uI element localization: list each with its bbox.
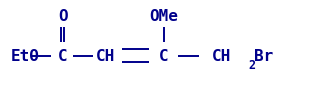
Text: OMe: OMe [149, 9, 178, 24]
Text: Br: Br [254, 49, 273, 63]
Text: EtO: EtO [10, 49, 39, 63]
Text: C: C [58, 49, 67, 63]
Text: C: C [159, 49, 169, 63]
Text: O: O [58, 9, 67, 24]
Text: CH: CH [212, 49, 231, 63]
Text: CH: CH [96, 49, 116, 63]
Text: 2: 2 [249, 58, 256, 71]
